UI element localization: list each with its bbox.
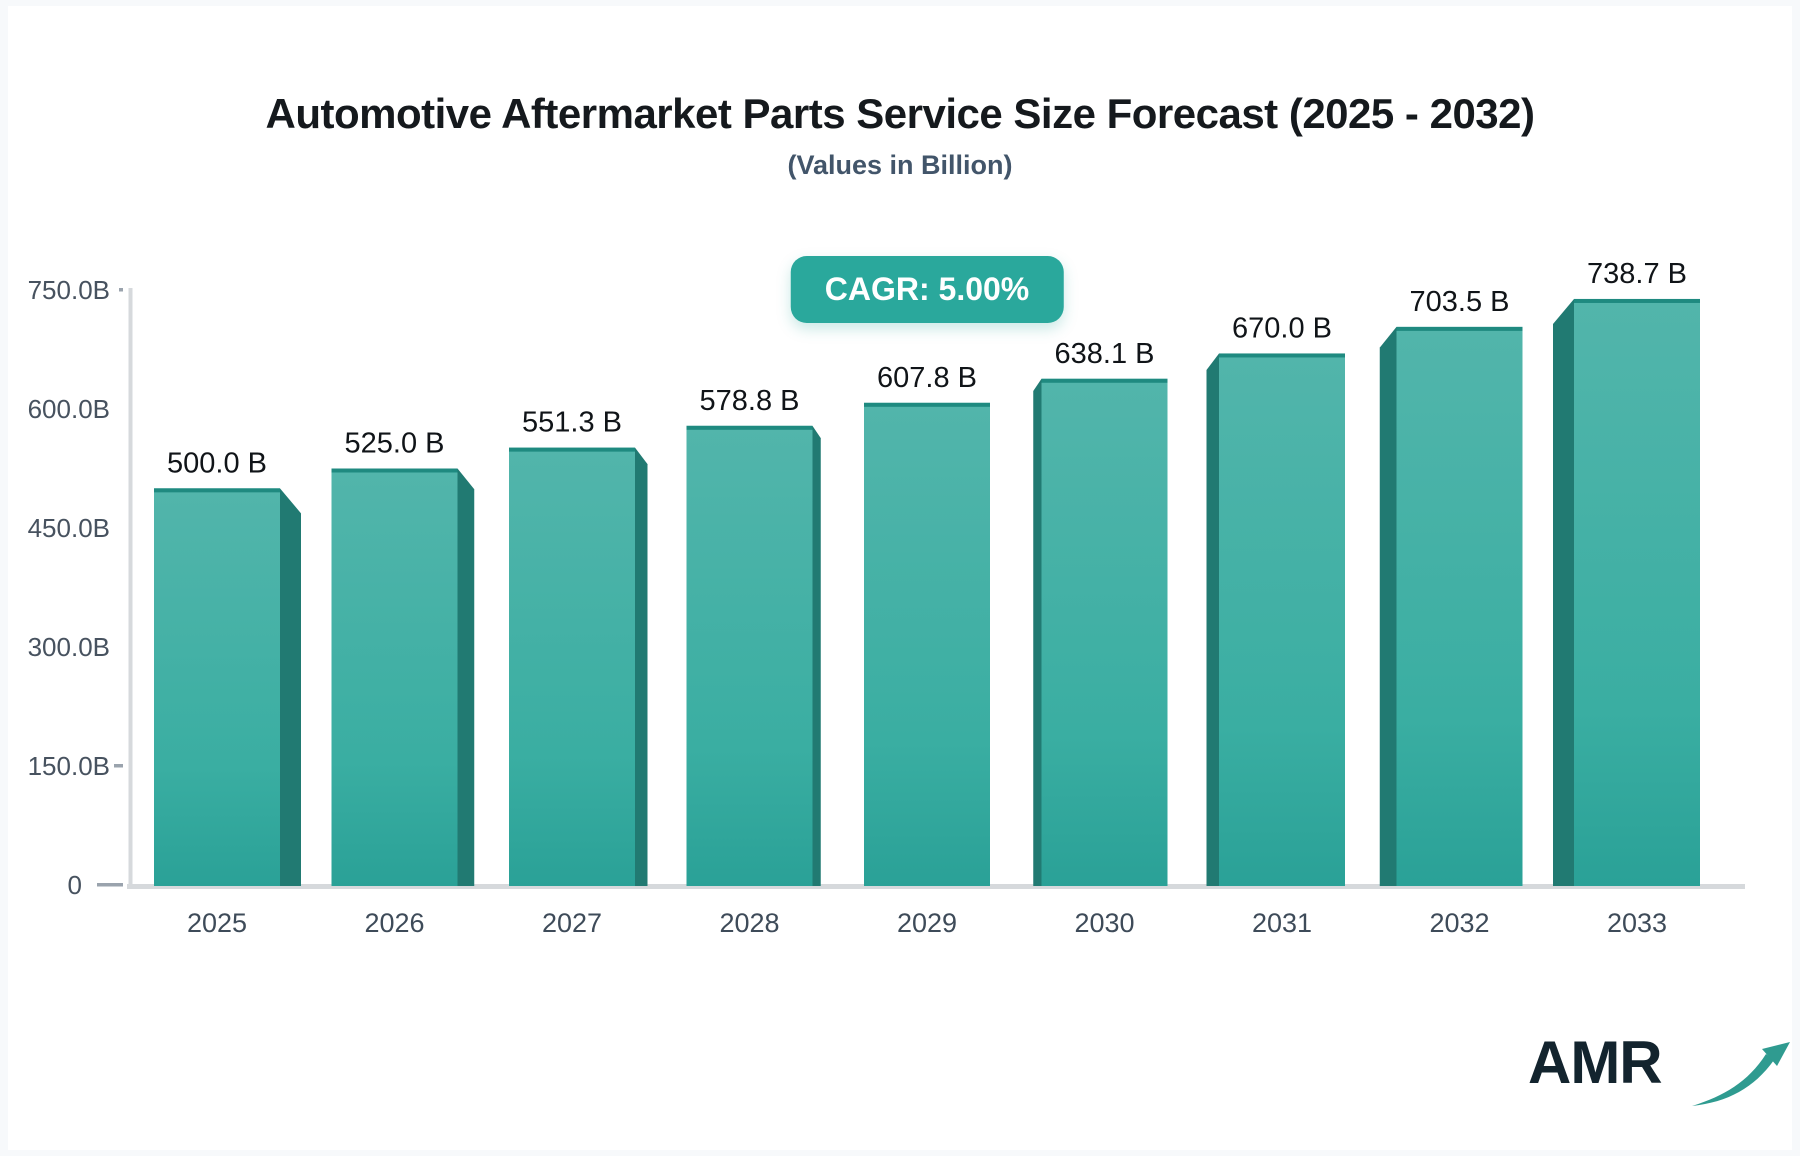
bar-top-edge xyxy=(154,488,280,493)
bar-value-label: 638.1 B xyxy=(1055,338,1155,370)
bar-front-face xyxy=(1041,378,1168,886)
x-axis-category-label: 2033 xyxy=(1607,908,1667,938)
bar-top-edge xyxy=(509,447,635,452)
bar-front-face xyxy=(686,425,813,886)
bar-side-face xyxy=(1033,378,1042,886)
bar-side-face xyxy=(280,488,301,886)
bar-2029: 607.8 B 2029 xyxy=(864,362,990,938)
bar-side-face xyxy=(1206,353,1219,886)
bar-value-label: 525.0 B xyxy=(345,428,445,460)
bar-top-edge xyxy=(686,425,813,430)
y-axis-line xyxy=(128,288,133,889)
y-axis-tick xyxy=(97,883,123,887)
bar-value-label: 500.0 B xyxy=(167,447,267,479)
bar-2028: 578.8 B 2028 xyxy=(686,385,821,938)
bar-front-face xyxy=(154,488,280,886)
chart-subtitle: (Values in Billion) xyxy=(787,150,1013,180)
bar-2033: 738.7 B 2033 xyxy=(1553,258,1700,938)
amr-logo-text: AMR xyxy=(1528,1029,1663,1096)
y-axis-tick-label: 300.0B xyxy=(28,632,110,662)
bar-2025: 500.0 B 2025 xyxy=(154,447,301,938)
bar-top-edge xyxy=(331,468,458,473)
bar-2026: 525.0 B 2026 xyxy=(331,428,475,938)
bar-front-face xyxy=(1219,353,1345,886)
y-axis-tick-label: 450.0B xyxy=(28,513,110,543)
bar-value-label: 578.8 B xyxy=(700,385,800,417)
bar-top-edge xyxy=(1574,298,1700,303)
x-axis-category-label: 2026 xyxy=(364,908,424,938)
y-axis-tick-label: 750.0B xyxy=(28,275,110,305)
y-axis-tick xyxy=(114,764,123,768)
x-axis-category-label: 2030 xyxy=(1074,908,1134,938)
x-axis-category-label: 2031 xyxy=(1252,908,1312,938)
bar-front-face xyxy=(509,447,635,886)
bar-value-label: 551.3 B xyxy=(522,407,622,439)
y-axis-tick xyxy=(119,288,123,292)
bar-side-face xyxy=(1379,326,1397,886)
bar-value-label: 607.8 B xyxy=(877,362,977,394)
bar-top-edge xyxy=(1396,326,1523,331)
x-axis-line xyxy=(127,884,1745,889)
bar-value-label: 670.0 B xyxy=(1232,312,1332,344)
x-axis-category-label: 2029 xyxy=(897,908,957,938)
bar-top-edge xyxy=(1041,378,1168,383)
bar-side-face xyxy=(457,468,475,886)
bar-2032: 703.5 B 2032 xyxy=(1379,286,1523,938)
bar-2027: 551.3 B 2027 xyxy=(509,407,648,938)
x-axis-category-label: 2027 xyxy=(542,908,602,938)
y-axis-tick-label: 600.0B xyxy=(28,394,110,424)
bar-side-face xyxy=(812,425,821,886)
bar-2030: 638.1 B 2030 xyxy=(1033,338,1168,938)
bar-top-edge xyxy=(1219,353,1345,358)
bar-2031: 670.0 B 2031 xyxy=(1206,312,1345,938)
bar-front-face xyxy=(1396,326,1523,886)
cagr-badge: CAGR: 5.00% xyxy=(790,256,1064,323)
growth-arrow-icon xyxy=(1692,1042,1790,1106)
y-axis-tick-label: 150.0B xyxy=(28,751,110,781)
x-axis-category-label: 2025 xyxy=(187,908,247,938)
y-axis-tick-label: 0 xyxy=(68,870,82,900)
bar-value-label: 703.5 B xyxy=(1410,286,1510,318)
bar-front-face xyxy=(331,468,458,886)
amr-logo: AMR xyxy=(1528,1028,1790,1118)
bar-front-face xyxy=(1574,298,1700,886)
chart-title: Automotive Aftermarket Parts Service Siz… xyxy=(265,90,1535,137)
x-axis-category-label: 2032 xyxy=(1429,908,1489,938)
bar-front-face xyxy=(864,402,990,886)
bar-side-face xyxy=(635,447,648,886)
bar-top-edge xyxy=(864,402,990,407)
bar-side-face xyxy=(1553,298,1574,886)
x-axis-category-label: 2028 xyxy=(719,908,779,938)
bar-value-label: 738.7 B xyxy=(1587,258,1687,290)
